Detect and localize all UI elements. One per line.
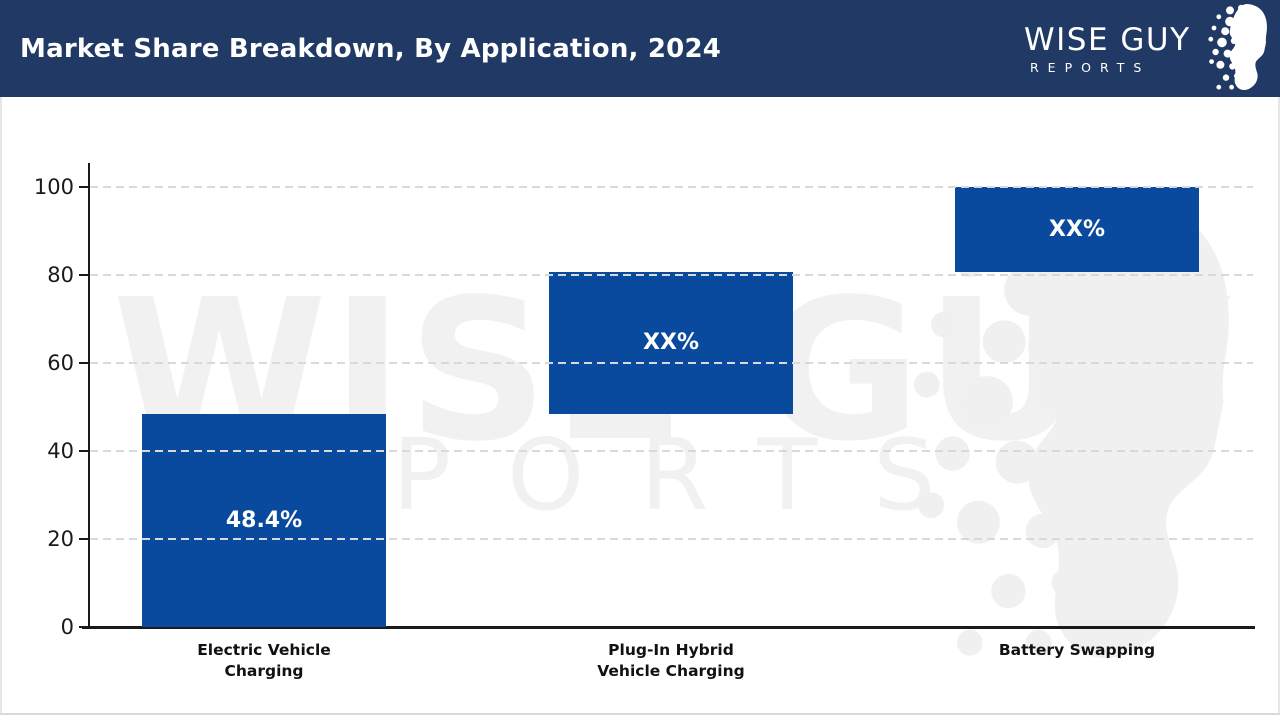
x-axis-category-label-line: Charging [224, 662, 304, 680]
bar-segment [549, 272, 793, 415]
y-axis-tick-mark [79, 626, 88, 628]
page-border-bottom [0, 713, 1280, 715]
x-axis-category-label-line: Vehicle Charging [597, 662, 745, 680]
y-axis-tick-mark [79, 362, 88, 364]
y-axis-tick-label: 20 [47, 527, 74, 551]
page-title: Market Share Breakdown, By Application, … [20, 33, 722, 64]
x-axis-category-label: Battery Swapping [947, 640, 1207, 661]
bar-value-label: XX% [1049, 216, 1105, 242]
y-axis-tick-label: 100 [33, 175, 74, 199]
wiseguy-logo: WISE GUY REPORTS [1018, 10, 1266, 90]
header: Market Share Breakdown, By Application, … [0, 0, 1280, 97]
x-axis-category-label-line: Plug-In Hybrid [608, 641, 734, 659]
bar-value-label: 48.4% [225, 507, 303, 533]
y-axis-tick-label: 40 [47, 439, 74, 463]
gridline-60 [90, 362, 1253, 364]
page-border-right [1278, 97, 1280, 715]
bar-value-label: XX% [643, 330, 699, 356]
page-border-left [0, 97, 2, 715]
x-axis-line [82, 626, 1255, 629]
y-axis-line [88, 163, 90, 627]
y-axis-tick-mark [79, 450, 88, 452]
x-axis-category-label: Plug-In Hybrid Vehicle Charging [541, 640, 801, 682]
plot-area: 0 20 40 60 80 100 48.4% XX% XX% Electric Vehicle C… [34, 163, 1255, 680]
gridline-80 [90, 274, 1253, 276]
gridline-100 [90, 186, 1253, 188]
x-axis-category-label-line: Battery Swapping [998, 641, 1156, 659]
logo-sub-text: REPORTS [1030, 60, 1151, 75]
bar-segment [142, 414, 386, 627]
logo-brand-text: WISE GUY [1024, 22, 1191, 58]
y-axis-tick-label: 80 [47, 263, 74, 287]
y-axis-tick-mark [79, 538, 88, 540]
gridline-40 [90, 450, 1253, 452]
y-axis-tick-label: 60 [47, 351, 74, 375]
gridline-20 [90, 538, 1253, 540]
y-axis-tick-label: 0 [60, 615, 74, 639]
x-axis-category-label-line: Electric Vehicle [197, 641, 331, 659]
head-profile-dots-icon [1190, 4, 1270, 92]
x-axis-category-label: Electric Vehicle Charging [134, 640, 394, 682]
y-axis-tick-mark [79, 186, 88, 188]
y-axis-tick-mark [79, 274, 88, 276]
